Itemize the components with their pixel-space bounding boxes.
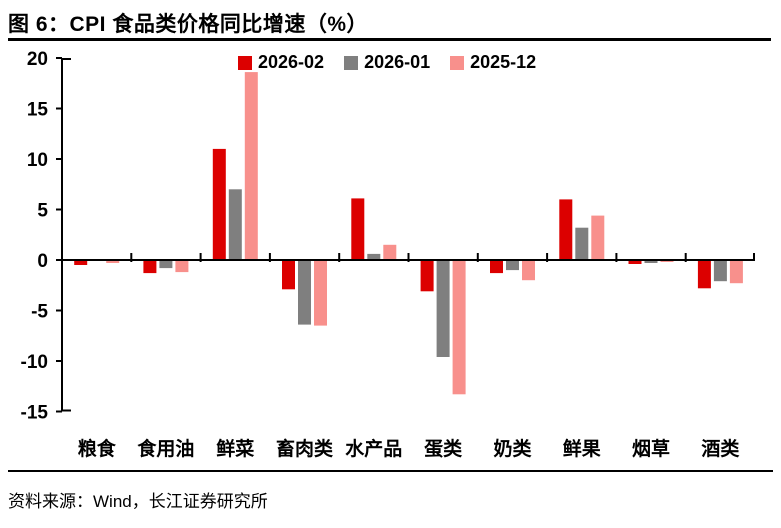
bar-2026-02-蛋类 [420,260,434,292]
bar-2025-12-鲜果 [591,215,605,260]
x-tick-label-鲜果: 鲜果 [563,437,601,460]
bar-2025-12-酒类 [729,260,743,284]
legend-item-2026-01: 2026-01 [344,52,430,73]
bar-2026-02-畜肉类 [282,260,295,290]
bar-2026-02-烟草 [628,260,642,264]
bar-2026-02-粮食 [74,260,88,265]
x-tick-label-蛋类: 蛋类 [424,437,462,460]
bar-2025-12-粮食 [106,260,120,263]
legend-label: 2026-01 [364,52,431,72]
x-tick-label-食用油: 食用油 [137,437,194,460]
bar-2026-01-食用油 [159,260,173,269]
legend-item-2025-12: 2025-12 [450,52,536,73]
legend-swatch-red-icon [238,55,252,70]
x-tick-label-酒类: 酒类 [701,437,739,460]
figure-title: 图 6：CPI 食品类价格同比增速（%） [8,13,369,36]
bar-2026-02-鲜果 [559,199,573,260]
bar-2026-01-畜肉类 [298,260,311,325]
x-tick-label-畜肉类: 畜肉类 [276,437,333,460]
bar-2026-01-水产品 [367,253,381,260]
source-note: 资料来源：Wind，长江证券研究所 [8,492,268,511]
y-tick-label-0: 0 [37,251,48,272]
bar-2025-12-奶类 [522,260,535,281]
bar-2026-01-酒类 [713,260,727,282]
bar-2026-01-鲜菜 [228,189,242,260]
chart-legend: 2026-02 2026-01 2025-12 [238,52,536,73]
bar-chart: 粮食 食用油 鲜菜 畜肉类 水产品 蛋类 奶类 鲜果 烟草 酒类 -15 -10 -5 0 5 10 15 20 [21,49,755,460]
y-tick-label-20: 20 [27,49,48,70]
legend-swatch-pink-icon [450,55,465,70]
bar-2026-02-食用油 [143,260,157,274]
legend-item-2026-02: 2026-02 [238,52,324,73]
title-rule [8,38,771,41]
bar-2026-02-酒类 [697,260,711,289]
bar-2026-01-奶类 [506,260,519,271]
bar-2026-02-鲜菜 [212,148,226,260]
legend-label: 2026-02 [258,52,325,72]
y-tick-label-15: 15 [27,100,49,121]
legend-label: 2025-12 [470,52,537,72]
bar-2025-12-水产品 [383,244,397,260]
x-tick-label-粮食: 粮食 [78,437,117,460]
bar-2026-01-鲜果 [575,227,589,260]
x-tick-label-烟草: 烟草 [632,437,670,460]
y-tick-label--5: -5 [31,302,48,323]
bar-2025-12-食用油 [175,260,189,273]
y-tick-label-5: 5 [37,201,48,222]
bar-2025-12-鲜菜 [244,72,258,260]
bar-2026-02-奶类 [490,260,503,274]
bar-2025-12-畜肉类 [314,260,327,326]
y-tick-label-10: 10 [27,150,48,171]
x-tick-label-鲜菜: 鲜菜 [216,437,254,460]
bar-2026-01-蛋类 [436,260,450,357]
y-tick-label--10: -10 [21,352,48,373]
y-tick-label--15: -15 [21,403,49,424]
bar-2026-02-水产品 [351,198,365,260]
x-tick-label-奶类: 奶类 [493,437,531,460]
bar-2025-12-蛋类 [452,260,466,395]
source-rule [8,470,773,472]
x-tick-label-水产品: 水产品 [345,437,402,460]
bar-2026-01-烟草 [644,260,658,263]
legend-swatch-gray-icon [344,55,359,70]
